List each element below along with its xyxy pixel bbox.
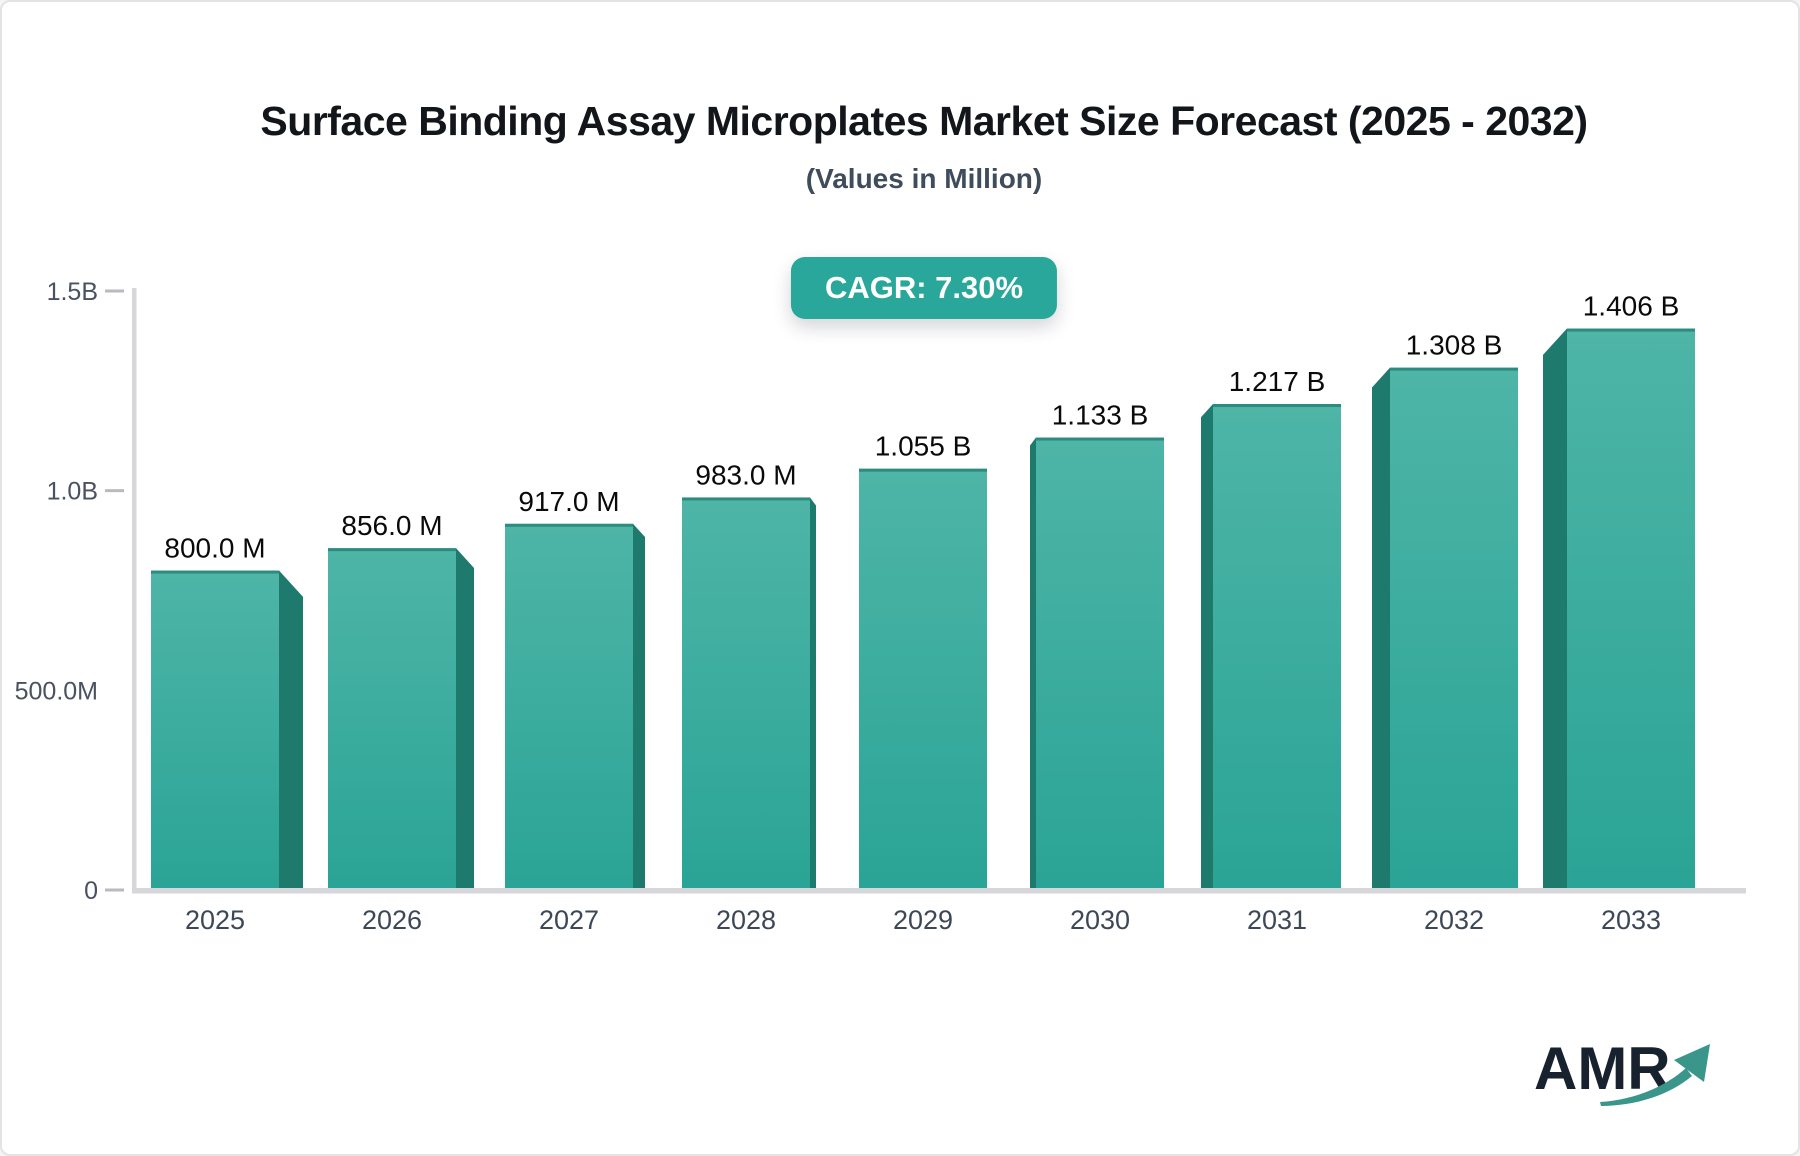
- x-tick-label: 2026: [362, 905, 422, 935]
- y-tick-label: 1.5B: [47, 278, 98, 306]
- bar-value-label: 856.0 M: [341, 510, 442, 541]
- logo-growth-arrow-icon: [1600, 1044, 1710, 1106]
- chart-title: Surface Binding Assay Microplates Market…: [260, 98, 1588, 144]
- y-tick-mark: [105, 289, 124, 293]
- chart-subtitle: (Values in Million): [805, 163, 1043, 194]
- bar-side-face: [1543, 328, 1567, 888]
- bar: [505, 523, 633, 888]
- x-tick-label: 2025: [185, 905, 245, 935]
- bar-value-label: 983.0 M: [695, 459, 796, 490]
- bar: [682, 497, 810, 888]
- y-tick-label: 0: [84, 877, 98, 905]
- y-tick-mark: [105, 888, 124, 892]
- x-tick-label: 2028: [716, 905, 776, 935]
- chart-header: Surface Binding Assay Microplates Market…: [24, 98, 1798, 195]
- bar-side-face: [1201, 404, 1213, 888]
- bar-side-face: [1030, 437, 1036, 888]
- bar-top-edge: [859, 468, 987, 472]
- bar-side-face: [633, 523, 645, 888]
- bar-value-label: 1.133 B: [1052, 400, 1149, 431]
- amr-logo-text: AMR: [1534, 1035, 1671, 1102]
- bar-top-edge: [1036, 437, 1164, 441]
- y-tick-label: 500.0M: [15, 677, 98, 705]
- x-tick-label: 2030: [1070, 905, 1130, 935]
- bar-side-face: [279, 570, 303, 888]
- bar-value-label: 1.055 B: [875, 431, 972, 462]
- bar: [1036, 437, 1164, 888]
- bar-top-edge: [682, 497, 810, 501]
- bar: [151, 570, 279, 888]
- x-tick-label: 2027: [539, 905, 599, 935]
- y-axis-line: [132, 288, 137, 893]
- x-tick-label: 2032: [1424, 905, 1484, 935]
- bar: [859, 468, 987, 888]
- x-tick-label: 2029: [893, 905, 953, 935]
- bar-top-edge: [328, 548, 456, 552]
- bar: [328, 548, 456, 888]
- bar-top-edge: [1390, 367, 1518, 371]
- bar-value-label: 1.406 B: [1583, 291, 1680, 322]
- bar-value-label: 1.217 B: [1229, 366, 1326, 397]
- bar-side-face: [456, 548, 474, 888]
- x-axis-line: [132, 888, 1746, 894]
- bar-side-face: [810, 497, 816, 888]
- y-tick-label: 1.0B: [47, 478, 98, 506]
- bar: [1567, 328, 1695, 888]
- cagr-badge: CAGR: 7.30%: [790, 257, 1058, 319]
- x-tick-label: 2033: [1601, 905, 1661, 935]
- amr-logo: AMR: [1534, 1034, 1734, 1114]
- bar-top-edge: [505, 523, 633, 527]
- y-tick-mark: [105, 489, 124, 493]
- bar: [1390, 367, 1518, 888]
- bar-value-label: 1.308 B: [1406, 330, 1503, 361]
- bar-top-edge: [151, 570, 279, 574]
- bar-value-label: 800.0 M: [164, 533, 265, 564]
- bar: [1213, 404, 1341, 888]
- x-tick-label: 2031: [1247, 905, 1307, 935]
- bar-top-edge: [1213, 404, 1341, 408]
- bar-side-face: [1372, 367, 1390, 888]
- bar-value-label: 917.0 M: [518, 486, 619, 517]
- bar-top-edge: [1567, 328, 1695, 332]
